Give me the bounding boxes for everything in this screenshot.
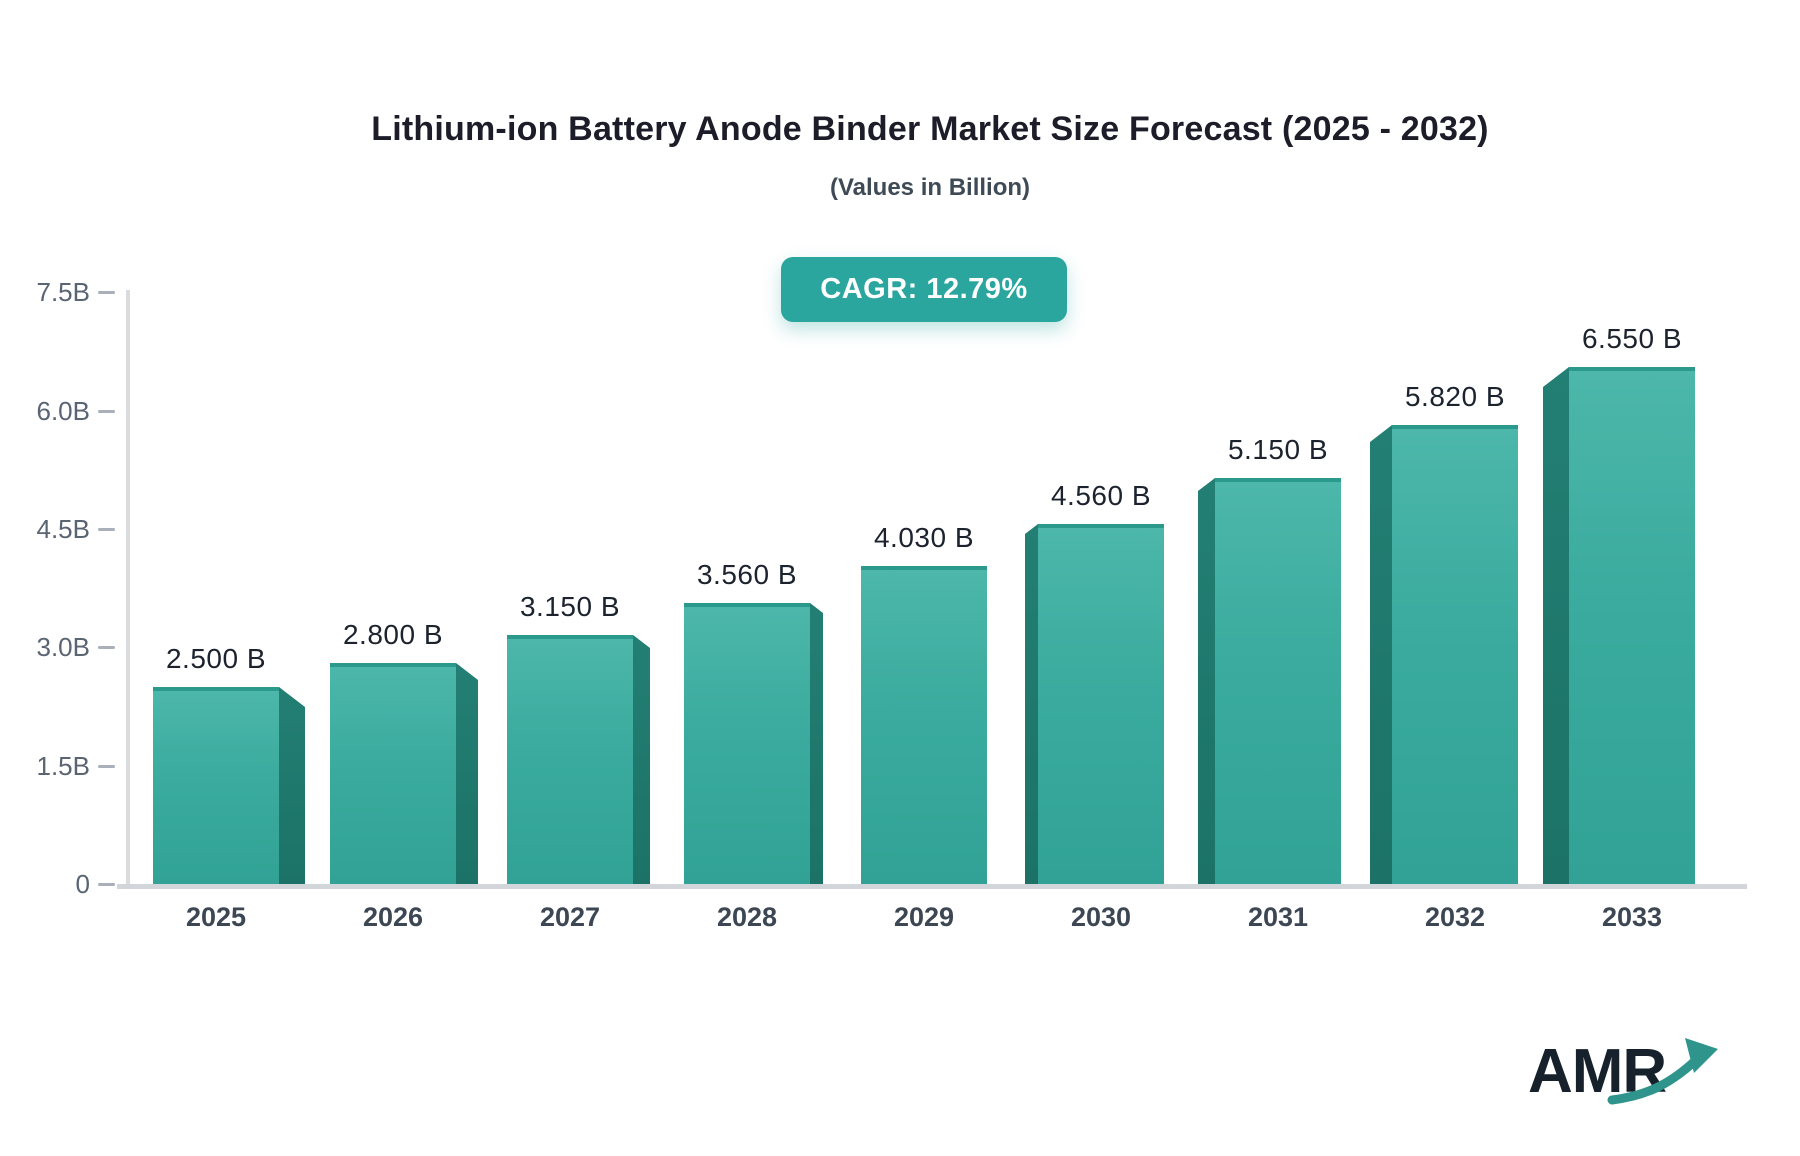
chart-title: Lithium-ion Battery Anode Binder Market …	[371, 110, 1489, 148]
bar-value-label: 5.820 B	[1404, 381, 1506, 412]
growth-arrow-icon	[1607, 1038, 1718, 1105]
y-tick-label: 1.5B	[36, 750, 91, 781]
bar-2032	[1392, 425, 1518, 884]
bar-value-label: 5.150 B	[1227, 434, 1329, 465]
y-tick-label: 3.0B	[36, 632, 91, 663]
bar-side-2030	[1025, 524, 1038, 884]
x-tick-label: 2029	[893, 902, 955, 932]
bar-2033	[1569, 367, 1695, 884]
bar-2031	[1215, 478, 1341, 884]
y-tick-dash	[98, 527, 115, 531]
x-axis-line	[117, 884, 1747, 889]
bar-value-label: 3.150 B	[519, 591, 621, 622]
bar-side-2032	[1370, 425, 1392, 884]
bar-2026	[330, 663, 456, 884]
y-tick-dash	[98, 409, 115, 413]
y-tick-dash	[98, 764, 115, 768]
y-tick-dash	[98, 291, 115, 295]
y-axis-line	[126, 290, 130, 884]
x-tick-label: 2033	[1601, 902, 1663, 932]
cagr-badge: CAGR: 12.79%	[781, 257, 1067, 322]
x-tick-label: 2025	[185, 902, 247, 932]
bar-side-2028	[810, 603, 823, 884]
y-tick-label: 0	[75, 869, 90, 899]
bar-side-2025	[279, 687, 305, 884]
bar-value-label: 4.560 B	[1050, 480, 1152, 511]
y-tick-dash	[98, 646, 115, 650]
bar-value-label: 2.800 B	[342, 619, 444, 650]
y-tick-dash	[98, 883, 115, 886]
x-tick-label: 2032	[1424, 902, 1486, 932]
bar-side-2027	[633, 635, 650, 884]
bar-2027	[507, 635, 633, 884]
bar-value-label: 2.500 B	[165, 643, 267, 674]
bar-side-2033	[1543, 367, 1569, 884]
bar-2030	[1038, 524, 1164, 884]
bar-2029	[861, 566, 987, 884]
x-tick-label: 2028	[716, 902, 778, 932]
bar-side-2031	[1198, 478, 1215, 884]
x-tick-label: 2031	[1247, 902, 1309, 932]
chart-subtitle: (Values in Billion)	[829, 174, 1031, 201]
y-tick-label: 7.5B	[36, 277, 91, 308]
bar-2028	[684, 603, 810, 884]
bar-value-label: 6.550 B	[1581, 323, 1683, 354]
cagr-badge-label: CAGR: 12.79%	[820, 273, 1028, 305]
x-tick-label: 2027	[539, 902, 601, 932]
y-tick-label: 6.0B	[36, 395, 91, 426]
bar-value-label: 4.030 B	[873, 522, 975, 553]
bar-side-2026	[456, 663, 478, 884]
x-tick-label: 2026	[362, 902, 424, 932]
x-tick-label: 2030	[1070, 902, 1132, 932]
bar-2025	[153, 687, 279, 884]
bar-value-label: 3.560 B	[696, 559, 798, 590]
y-tick-label: 4.5B	[36, 513, 91, 544]
